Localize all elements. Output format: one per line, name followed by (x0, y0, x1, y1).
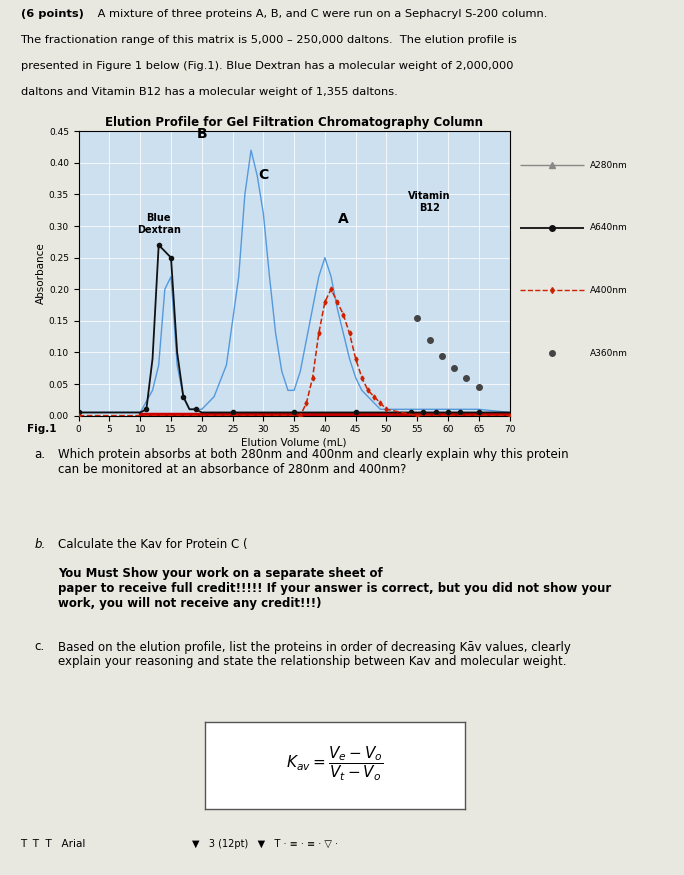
Text: The fractionation range of this matrix is 5,000 – 250,000 daltons.  The elution : The fractionation range of this matrix i… (21, 35, 517, 45)
Text: B: B (196, 127, 207, 141)
X-axis label: Elution Volume (mL): Elution Volume (mL) (241, 438, 347, 447)
Text: T  T  T   Arial: T T T Arial (21, 839, 86, 850)
Text: Vitamin
B12: Vitamin B12 (408, 192, 451, 213)
Text: daltons and Vitamin B12 has a molecular weight of 1,355 daltons.: daltons and Vitamin B12 has a molecular … (21, 88, 397, 97)
Text: A: A (338, 212, 349, 226)
Text: presented in Figure 1 below (Fig.1). Blue Dextran has a molecular weight of 2,00: presented in Figure 1 below (Fig.1). Blu… (21, 61, 513, 71)
Text: A280nm: A280nm (590, 161, 628, 170)
Text: Which protein absorbs at both 280nm and 400nm and clearly explain why this prote: Which protein absorbs at both 280nm and … (58, 448, 569, 476)
Text: $K_{av} = \dfrac{V_e - V_o}{V_t - V_o}$: $K_{av} = \dfrac{V_e - V_o}{V_t - V_o}$ (287, 745, 384, 783)
Text: c.: c. (34, 640, 44, 654)
Text: Fig.1: Fig.1 (27, 424, 57, 434)
Text: A360nm: A360nm (590, 348, 628, 358)
Title: Elution Profile for Gel Filtration Chromatography Column: Elution Profile for Gel Filtration Chrom… (105, 116, 483, 129)
Text: a.: a. (34, 448, 45, 461)
Text: ▼   3 (12pt)   ▼   T · ≡ · ≡ · ▽ ·: ▼ 3 (12pt) ▼ T · ≡ · ≡ · ▽ · (192, 839, 337, 850)
Text: Calculate the Kav for Protein C (: Calculate the Kav for Protein C ( (58, 538, 248, 551)
Text: (6 points): (6 points) (21, 9, 83, 18)
Text: A mixture of three proteins A, B, and C were run on a Sephacryl S-200 column.: A mixture of three proteins A, B, and C … (94, 9, 548, 18)
Text: C: C (259, 168, 268, 182)
Text: Blue
Dextran: Blue Dextran (137, 214, 181, 235)
Text: Based on the elution profile, list the proteins in order of decreasing Kāv value: Based on the elution profile, list the p… (58, 640, 571, 668)
Text: A640nm: A640nm (590, 223, 628, 233)
Text: You Must Show your work on a separate sheet of
paper to receive full credit!!!!!: You Must Show your work on a separate sh… (58, 567, 611, 610)
Text: b.: b. (34, 538, 45, 551)
Y-axis label: Absorbance: Absorbance (36, 242, 46, 304)
Text: A400nm: A400nm (590, 286, 628, 295)
